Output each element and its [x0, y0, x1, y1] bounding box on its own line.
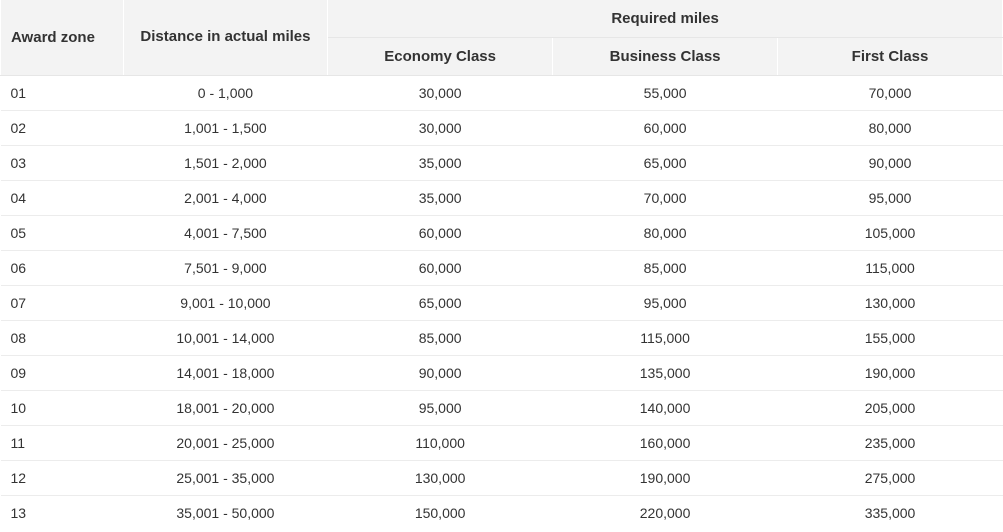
table-row: 1335,001 - 50,000150,000220,000335,000 [1, 496, 1003, 531]
table-row: 010 - 1,00030,00055,00070,000 [1, 76, 1003, 111]
cell-award-zone: 06 [1, 251, 124, 286]
table-header: Award zone Distance in actual miles Requ… [1, 0, 1003, 76]
cell-distance: 2,001 - 4,000 [123, 181, 327, 216]
cell-award-zone: 01 [1, 76, 124, 111]
cell-distance: 0 - 1,000 [123, 76, 327, 111]
cell-distance: 4,001 - 7,500 [123, 216, 327, 251]
table-row: 0810,001 - 14,00085,000115,000155,000 [1, 321, 1003, 356]
table-row: 1120,001 - 25,000110,000160,000235,000 [1, 426, 1003, 461]
col-header-business: Business Class [553, 38, 778, 76]
cell-business: 65,000 [553, 146, 778, 181]
cell-award-zone: 02 [1, 111, 124, 146]
cell-business: 160,000 [553, 426, 778, 461]
award-miles-table: Award zone Distance in actual miles Requ… [0, 0, 1003, 530]
cell-first: 105,000 [778, 216, 1003, 251]
cell-distance: 1,001 - 1,500 [123, 111, 327, 146]
table-row: 031,501 - 2,00035,00065,00090,000 [1, 146, 1003, 181]
cell-economy: 35,000 [328, 181, 553, 216]
table-row: 0914,001 - 18,00090,000135,000190,000 [1, 356, 1003, 391]
cell-business: 190,000 [553, 461, 778, 496]
cell-award-zone: 10 [1, 391, 124, 426]
cell-business: 85,000 [553, 251, 778, 286]
cell-distance: 20,001 - 25,000 [123, 426, 327, 461]
table-row: 079,001 - 10,00065,00095,000130,000 [1, 286, 1003, 321]
table-row: 054,001 - 7,50060,00080,000105,000 [1, 216, 1003, 251]
cell-business: 220,000 [553, 496, 778, 531]
cell-award-zone: 05 [1, 216, 124, 251]
cell-business: 55,000 [553, 76, 778, 111]
cell-economy: 60,000 [328, 216, 553, 251]
cell-economy: 150,000 [328, 496, 553, 531]
col-header-award-zone: Award zone [1, 0, 124, 76]
cell-first: 205,000 [778, 391, 1003, 426]
cell-business: 95,000 [553, 286, 778, 321]
cell-first: 95,000 [778, 181, 1003, 216]
col-header-economy: Economy Class [328, 38, 553, 76]
cell-first: 190,000 [778, 356, 1003, 391]
cell-economy: 90,000 [328, 356, 553, 391]
table-row: 021,001 - 1,50030,00060,00080,000 [1, 111, 1003, 146]
cell-first: 70,000 [778, 76, 1003, 111]
table-row: 1225,001 - 35,000130,000190,000275,000 [1, 461, 1003, 496]
cell-distance: 9,001 - 10,000 [123, 286, 327, 321]
cell-business: 115,000 [553, 321, 778, 356]
table-row: 1018,001 - 20,00095,000140,000205,000 [1, 391, 1003, 426]
cell-award-zone: 04 [1, 181, 124, 216]
cell-business: 135,000 [553, 356, 778, 391]
cell-award-zone: 11 [1, 426, 124, 461]
cell-distance: 1,501 - 2,000 [123, 146, 327, 181]
cell-business: 70,000 [553, 181, 778, 216]
cell-first: 130,000 [778, 286, 1003, 321]
table-row: 067,501 - 9,00060,00085,000115,000 [1, 251, 1003, 286]
cell-economy: 85,000 [328, 321, 553, 356]
cell-economy: 65,000 [328, 286, 553, 321]
cell-economy: 60,000 [328, 251, 553, 286]
cell-economy: 95,000 [328, 391, 553, 426]
table-body: 010 - 1,00030,00055,00070,000021,001 - 1… [1, 76, 1003, 531]
cell-distance: 35,001 - 50,000 [123, 496, 327, 531]
cell-economy: 30,000 [328, 76, 553, 111]
cell-first: 80,000 [778, 111, 1003, 146]
cell-business: 80,000 [553, 216, 778, 251]
cell-award-zone: 12 [1, 461, 124, 496]
cell-distance: 7,501 - 9,000 [123, 251, 327, 286]
cell-economy: 130,000 [328, 461, 553, 496]
cell-business: 140,000 [553, 391, 778, 426]
cell-economy: 30,000 [328, 111, 553, 146]
cell-award-zone: 08 [1, 321, 124, 356]
cell-economy: 35,000 [328, 146, 553, 181]
col-header-required-miles: Required miles [328, 0, 1003, 38]
cell-first: 275,000 [778, 461, 1003, 496]
cell-first: 335,000 [778, 496, 1003, 531]
cell-economy: 110,000 [328, 426, 553, 461]
cell-distance: 14,001 - 18,000 [123, 356, 327, 391]
col-header-distance: Distance in actual miles [123, 0, 327, 76]
table-row: 042,001 - 4,00035,00070,00095,000 [1, 181, 1003, 216]
cell-award-zone: 09 [1, 356, 124, 391]
cell-first: 90,000 [778, 146, 1003, 181]
cell-first: 235,000 [778, 426, 1003, 461]
cell-award-zone: 13 [1, 496, 124, 531]
cell-distance: 18,001 - 20,000 [123, 391, 327, 426]
cell-business: 60,000 [553, 111, 778, 146]
cell-first: 155,000 [778, 321, 1003, 356]
cell-distance: 10,001 - 14,000 [123, 321, 327, 356]
col-header-first: First Class [778, 38, 1003, 76]
cell-award-zone: 07 [1, 286, 124, 321]
cell-award-zone: 03 [1, 146, 124, 181]
cell-distance: 25,001 - 35,000 [123, 461, 327, 496]
cell-first: 115,000 [778, 251, 1003, 286]
